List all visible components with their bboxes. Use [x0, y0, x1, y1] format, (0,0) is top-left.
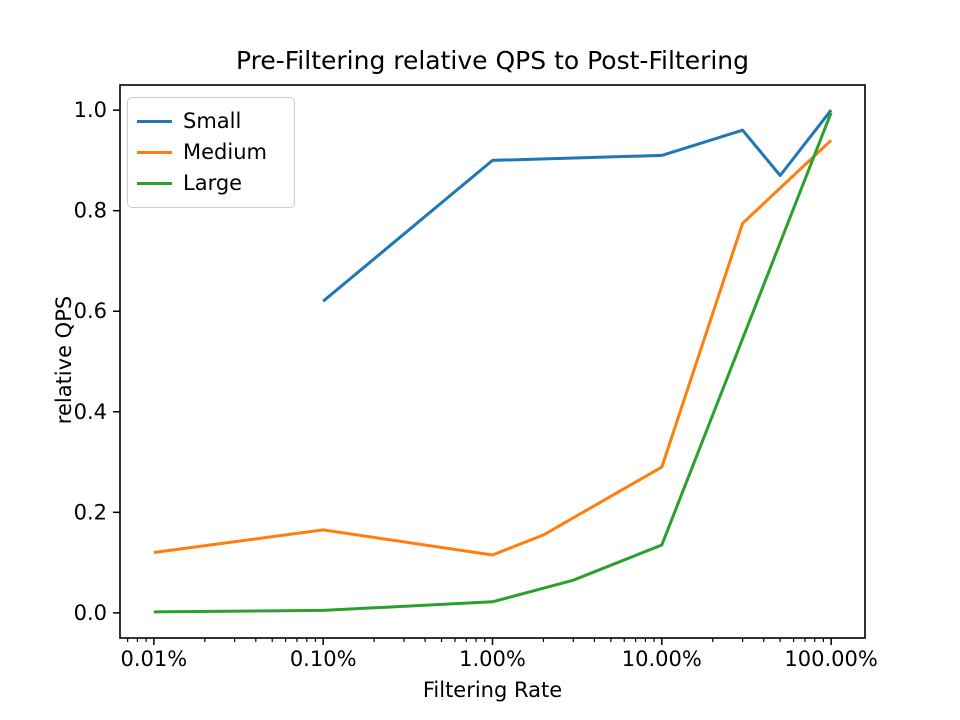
series-line-small: [322, 109, 833, 303]
x-tick-label: 0.01%: [121, 647, 188, 671]
x-axis-label: Filtering Rate: [422, 678, 563, 702]
series-line-medium: [153, 139, 833, 557]
chart-title: Pre-Filtering relative QPS to Post-Filte…: [235, 46, 750, 75]
x-tick-label: 10.00%: [622, 647, 702, 671]
y-tick-label: 1.0: [74, 98, 107, 122]
legend: Small Medium Large: [127, 97, 295, 208]
legend-swatch-medium-icon: [137, 151, 172, 154]
legend-item-large: Large: [137, 168, 284, 199]
x-tick-label: 1.00%: [459, 647, 526, 671]
y-axis-label: relative QPS: [52, 295, 76, 425]
y-tick-label: 0.0: [74, 601, 107, 625]
legend-label: Medium: [183, 140, 267, 164]
y-tick-label: 0.8: [74, 199, 107, 223]
legend-swatch-small-icon: [137, 120, 172, 123]
legend-item-medium: Medium: [137, 137, 284, 168]
plot-border: [119, 84, 866, 639]
series-line-large: [153, 112, 833, 614]
y-tick-label: 0.2: [74, 500, 107, 524]
x-tick-label: 0.10%: [290, 647, 357, 671]
y-tick-label: 0.6: [74, 299, 107, 323]
legend-label: Small: [183, 109, 242, 133]
legend-label: Large: [183, 171, 243, 195]
legend-item-small: Small: [137, 106, 284, 137]
y-tick-label: 0.4: [74, 400, 107, 424]
legend-swatch-large-icon: [137, 182, 172, 185]
x-tick-label: 100.00%: [784, 647, 877, 671]
